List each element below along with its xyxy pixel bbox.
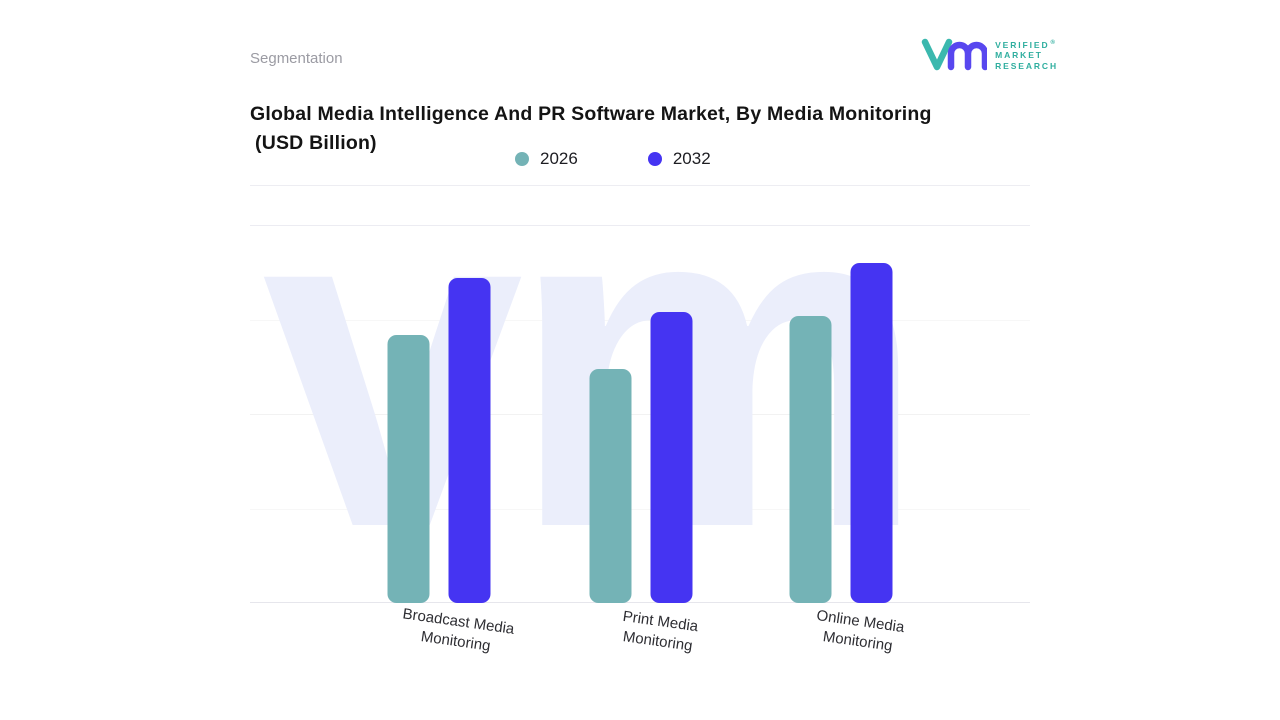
registered-mark: ® — [1050, 39, 1057, 46]
bar-2032-print-media-monitoring — [650, 311, 693, 603]
legend-item-2026[interactable]: 2026 — [515, 149, 578, 169]
section-label: Segmentation — [250, 50, 343, 67]
bar-group-online-media-monitoring — [789, 225, 893, 603]
plot-area — [250, 225, 1030, 603]
legend-label-2032: 2032 — [672, 149, 711, 168]
x-axis-label-broadcast-media-monitoring: Broadcast Media Monitoring — [401, 605, 516, 655]
bar-chart: vm — [250, 128, 1030, 603]
content: Segmentation VERIFIED® MARKET RESEARCH G… — [250, 0, 1056, 720]
legend: 2026 2032 — [515, 149, 711, 169]
vmr-logo-text: VERIFIED® MARKET RESEARCH — [995, 38, 1058, 73]
chart-title: Global Media Intelligence And PR Softwar… — [250, 100, 932, 158]
x-axis-labels: Broadcast Media Monitoring Print Media Mo… — [250, 605, 1030, 702]
legend-swatch-2032 — [647, 152, 662, 166]
bar-2032-broadcast-media-monitoring — [448, 277, 491, 603]
vmr-monogram-icon — [921, 38, 988, 71]
chart-title-line2: (USD Billion) — [255, 132, 377, 154]
brand-line-verified: VERIFIED® — [995, 39, 1057, 50]
x-axis-baseline — [250, 602, 1030, 603]
x-axis-label-online-media-monitoring: Online Media Monitoring — [815, 607, 906, 655]
gridline — [250, 414, 1030, 415]
bar-2026-print-media-monitoring — [589, 368, 632, 603]
bar-2026-online-media-monitoring — [789, 315, 832, 603]
brand-line-research: RESEARCH — [995, 61, 1058, 72]
x-axis-label-print-media-monitoring: Print Media Monitoring — [621, 607, 699, 655]
bar-group-broadcast-media-monitoring — [387, 225, 491, 603]
bar-2026-broadcast-media-monitoring — [387, 334, 430, 603]
legend-item-2032[interactable]: 2032 — [647, 149, 711, 169]
legend-swatch-2026 — [515, 152, 529, 166]
gridline — [250, 225, 1030, 226]
legend-label-2026: 2026 — [540, 149, 578, 168]
vmr-logo: VERIFIED® MARKET RESEARCH — [921, 36, 1058, 74]
chart-title-line1: Global Media Intelligence And PR Softwar… — [250, 103, 932, 125]
bar-2032-online-media-monitoring — [850, 262, 893, 603]
bar-group-print-media-monitoring — [589, 225, 693, 603]
header-divider — [250, 185, 1030, 186]
brand-line-market: MARKET — [995, 50, 1043, 61]
